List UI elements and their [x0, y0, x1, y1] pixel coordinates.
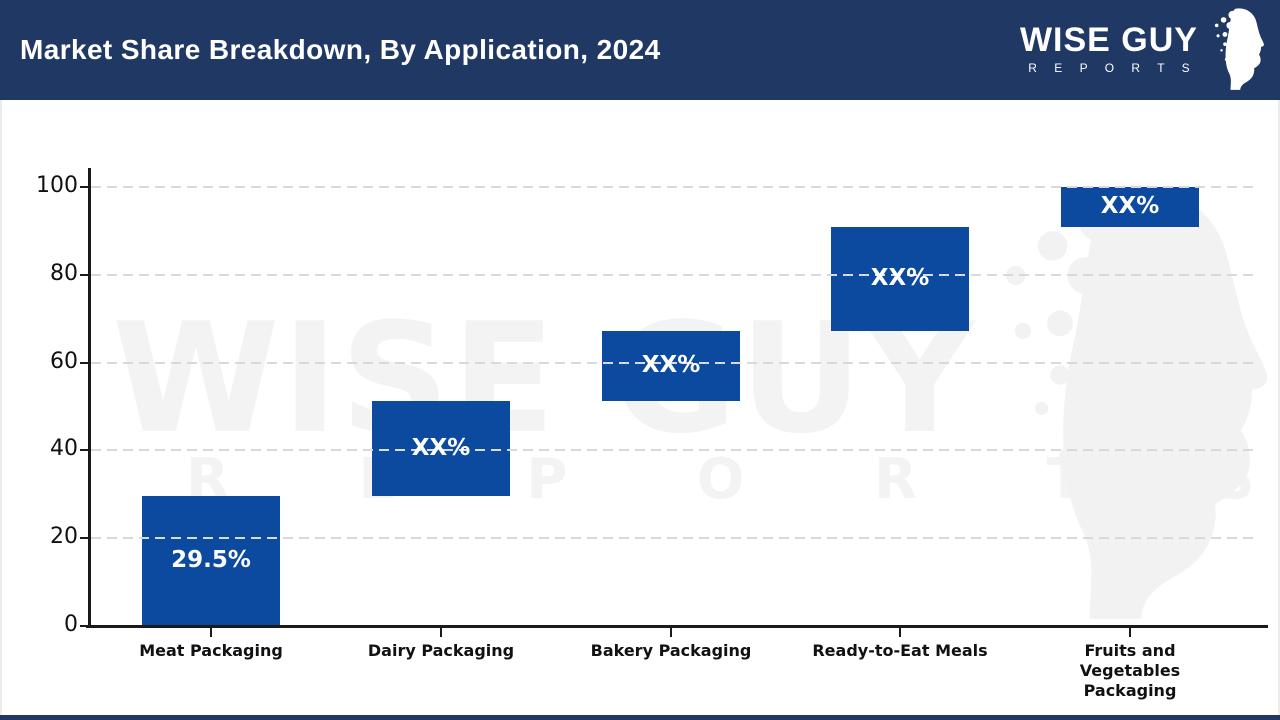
x-tick-mark-meat-packaging	[210, 628, 212, 637]
bar-meat-packaging	[142, 496, 280, 626]
bar-ready-to-eat-meals	[831, 227, 969, 332]
logo-name: WISE GUY	[1019, 21, 1198, 59]
gridline-y-40	[91, 449, 1253, 452]
y-axis-line	[88, 168, 91, 628]
bar-bakery-packaging	[602, 331, 740, 402]
y-tick-label-40: 40	[50, 436, 78, 462]
x-tick-mark-ready-to-eat-meals	[899, 628, 901, 637]
x-tick-label-fruits-and-vegetables-packaging: Fruits and Vegetables Packaging	[1079, 641, 1181, 700]
x-tick-mark-bakery-packaging	[670, 628, 672, 637]
x-tick-label-meat-packaging: Meat Packaging	[139, 641, 283, 660]
y-tick-mark-60	[80, 361, 89, 364]
bar-fruits-and-vegetables-packaging	[1061, 187, 1199, 228]
page-title: Market Share Breakdown, By Application, …	[20, 34, 661, 65]
header: Market Share Breakdown, By Application, …	[0, 0, 1280, 100]
x-tick-mark-dairy-packaging	[440, 628, 442, 637]
logo-subtitle: R E P O R T S	[1028, 61, 1197, 75]
footer-bar	[0, 715, 1280, 720]
bar-value-label-fruits-and-vegetables-packaging: XX%	[1100, 193, 1160, 220]
y-tick-label-20: 20	[50, 524, 78, 550]
y-tick-mark-80	[80, 273, 89, 276]
x-tick-label-dairy-packaging: Dairy Packaging	[367, 641, 515, 660]
x-tick-label-ready-to-eat-meals: Ready-to-Eat Meals	[812, 641, 988, 660]
bar-dairy-packaging	[372, 401, 510, 497]
bar-value-label-dairy-packaging: XX%	[411, 434, 471, 461]
gridline-y-80	[91, 273, 1253, 276]
bar-value-label-meat-packaging: 29.5%	[171, 547, 251, 574]
y-tick-mark-40	[80, 449, 89, 452]
wise-guy-logo: WISE GUY R E P O R T S	[1020, 6, 1266, 92]
logo-text: WISE GUY R E P O R T S	[1020, 23, 1198, 75]
y-tick-label-100: 100	[36, 173, 78, 198]
y-tick-label-80: 80	[50, 260, 78, 286]
bar-value-label-bakery-packaging: XX%	[641, 352, 701, 379]
x-tick-label-bakery-packaging: Bakery Packaging	[590, 641, 752, 660]
bar-value-label-ready-to-eat-meals: XX%	[870, 265, 930, 292]
x-axis-line	[86, 625, 1268, 628]
x-tick-mark-fruits-and-vegetables-packaging	[1129, 628, 1131, 637]
y-tick-label-60: 60	[50, 348, 78, 374]
y-tick-mark-20	[80, 537, 89, 540]
y-tick-label-0: 0	[64, 612, 78, 637]
gridline-y-60	[91, 361, 1253, 364]
gridline-y-100	[91, 186, 1253, 188]
y-tick-mark-0	[80, 625, 89, 627]
gridline-y-20	[91, 537, 1253, 540]
y-tick-mark-100	[80, 186, 89, 188]
